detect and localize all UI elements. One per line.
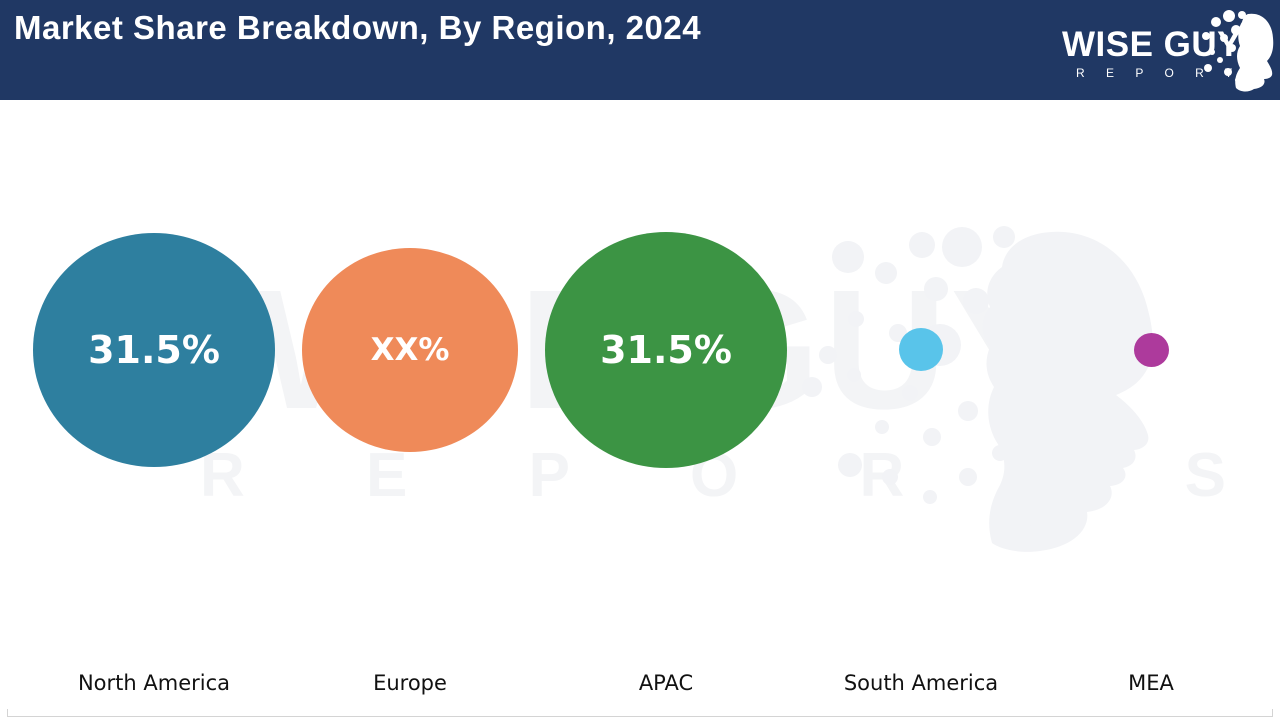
wise-guy-reports-logo: WISE GUY R E P O R T S	[1024, 4, 1274, 96]
label-south-america: South America	[843, 671, 999, 695]
header-bar: Market Share Breakdown, By Region, 2024 …	[0, 0, 1280, 100]
bubble-south-america	[899, 328, 943, 371]
logo-face-icon	[1202, 10, 1274, 92]
bubble-value-north-america: 31.5%	[88, 328, 220, 372]
bubble-value-europe: XX%	[370, 332, 450, 368]
chart-frame-left-stub	[7, 709, 8, 717]
label-mea: MEA	[1128, 671, 1174, 695]
chart-frame-bottom-border	[7, 716, 1273, 717]
chart-frame-right-stub	[1272, 709, 1273, 717]
watermark-face-logo	[802, 226, 1153, 552]
bubble-north-america: 31.5%	[33, 233, 275, 467]
bubble-europe: XX%	[302, 248, 518, 452]
bubble-apac: 31.5%	[545, 232, 787, 468]
logo-wordmark: WISE GUY	[1062, 25, 1242, 64]
page-title: Market Share Breakdown, By Region, 2024	[14, 9, 702, 46]
label-apac: APAC	[638, 671, 694, 695]
logo-subtext: R E P O R T S	[1076, 66, 1271, 80]
bubble-value-apac: 31.5%	[600, 328, 732, 372]
label-europe: Europe	[373, 671, 447, 695]
bubble-mea	[1134, 333, 1169, 367]
label-north-america: North America	[77, 671, 231, 695]
